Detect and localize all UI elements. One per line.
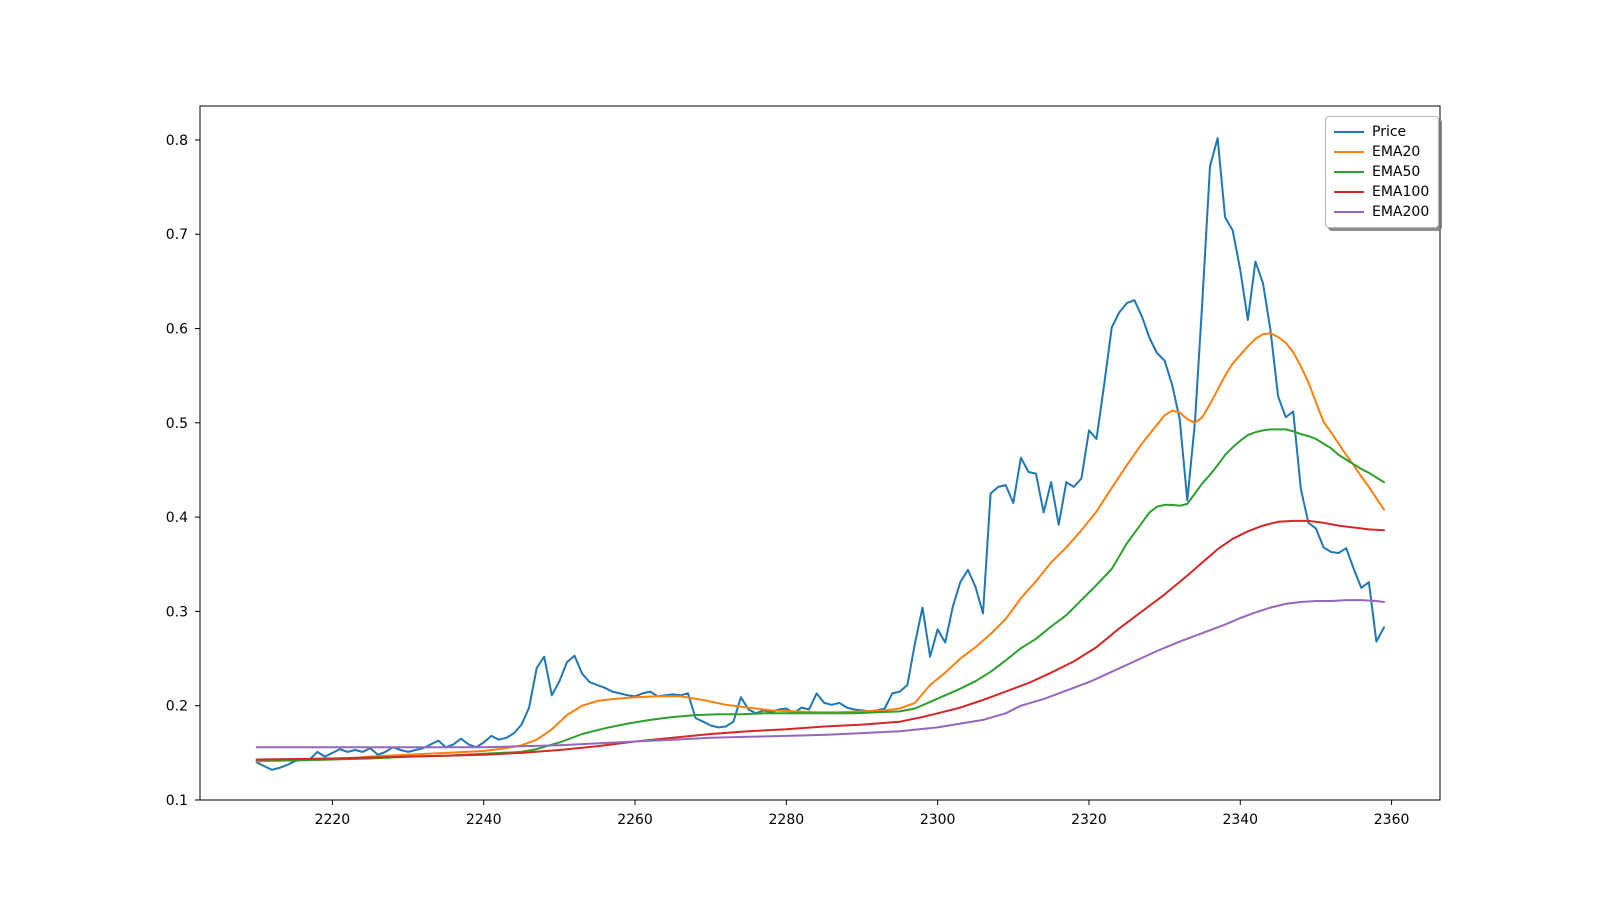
legend-swatch-ema50: [1334, 171, 1364, 173]
y-tick-label: 0.2: [166, 699, 188, 715]
plot-border: [199, 105, 1441, 801]
x-tick-label: 2340: [1222, 812, 1258, 828]
series-line-ema50: [255, 428, 1385, 762]
x-tick-label: 2260: [617, 812, 653, 828]
legend-swatch-ema200: [1334, 211, 1364, 213]
y-tick-label: 0.6: [166, 322, 188, 338]
legend-item-ema200: EMA200: [1334, 204, 1429, 220]
legend-swatch-price: [1334, 131, 1364, 133]
legend-item-ema50: EMA50: [1334, 164, 1429, 180]
x-tick-label: 2300: [920, 812, 956, 828]
series-line-ema20: [255, 332, 1385, 763]
legend-item-price: Price: [1334, 124, 1429, 140]
legend-label-ema100: EMA100: [1372, 184, 1430, 200]
y-tick-label: 0.1: [166, 793, 188, 809]
legend-item-ema20: EMA20: [1334, 144, 1429, 160]
x-tick-label: 2240: [466, 812, 502, 828]
y-tick-label: 0.3: [166, 604, 188, 620]
legend-label-ema200: EMA200: [1372, 204, 1430, 220]
series-line-price: [255, 137, 1385, 771]
x-tick-label: 2320: [1071, 812, 1107, 828]
legend-label-ema50: EMA50: [1372, 164, 1421, 180]
series-line-ema100: [255, 519, 1385, 761]
series-line-ema200: [255, 599, 1385, 749]
x-tick-label: 2220: [315, 812, 351, 828]
legend-swatch-ema100: [1334, 191, 1364, 193]
y-tick-label: 0.8: [166, 133, 188, 149]
legend-label-ema20: EMA20: [1372, 144, 1421, 160]
legend-item-ema100: EMA100: [1334, 184, 1429, 200]
y-tick-label: 0.4: [166, 510, 188, 526]
x-tick-label: 2280: [769, 812, 805, 828]
y-tick-label: 0.7: [166, 227, 188, 243]
legend-label-price: Price: [1372, 124, 1407, 140]
legend-swatch-ema20: [1334, 151, 1364, 153]
y-tick-label: 0.5: [166, 416, 188, 432]
legend: Price EMA20 EMA50 EMA100 EMA200: [1325, 116, 1440, 228]
x-tick-label: 2360: [1374, 812, 1410, 828]
